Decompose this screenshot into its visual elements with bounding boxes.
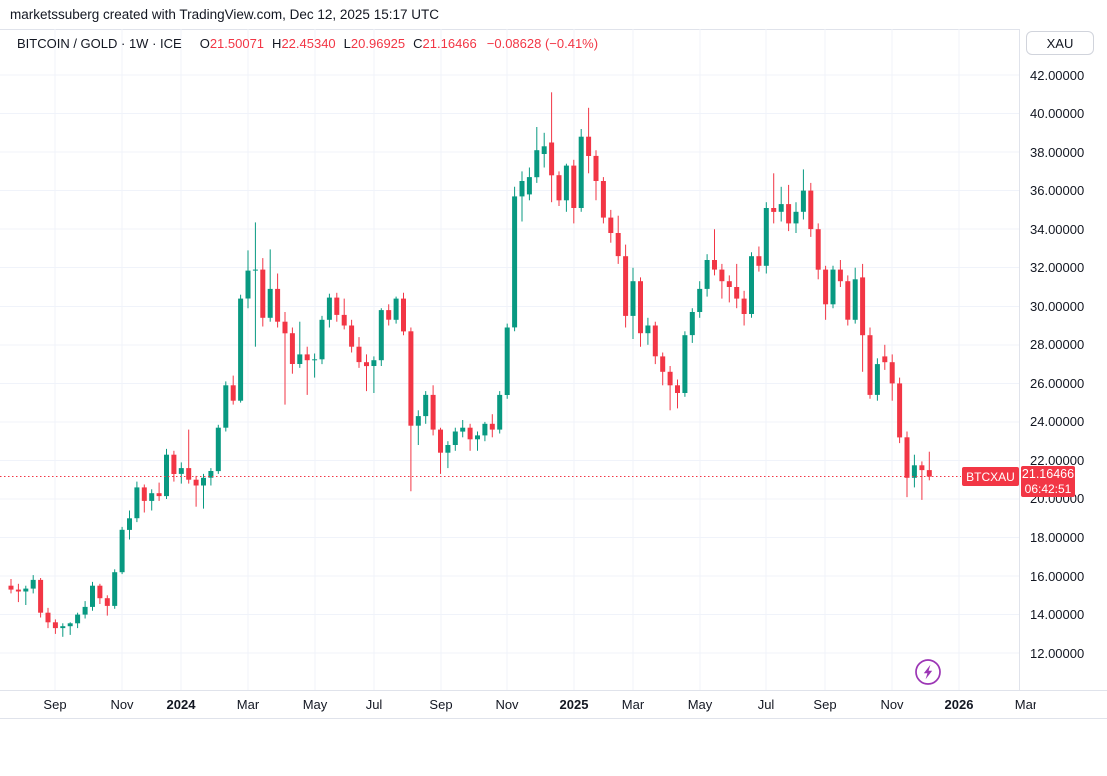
price-axis-label: 26.00000	[1030, 375, 1085, 391]
open-value: 21.50071	[209, 36, 265, 51]
divider	[0, 718, 1107, 719]
divider	[0, 29, 1107, 30]
time-axis-label: Nov	[880, 697, 904, 712]
last-price-value: 21.16466	[1021, 467, 1075, 482]
price-axis-label: 40.00000	[1030, 106, 1085, 122]
time-axis-label: Jul	[757, 697, 775, 712]
price-axis-label: 28.00000	[1030, 337, 1085, 353]
close-value: 21.16466	[422, 36, 477, 51]
footer: TradingView	[0, 719, 1107, 776]
time-axis-label: 2026	[944, 697, 974, 712]
time-axis-label: Nov	[110, 697, 134, 712]
time-axis-label: Sep	[813, 697, 837, 712]
time-axis-label: Mar	[1014, 697, 1036, 712]
divider	[0, 690, 1107, 691]
price-axis-label: 38.00000	[1030, 144, 1085, 160]
price-axis-label: 42.00000	[1030, 67, 1085, 83]
low-label: L	[343, 36, 351, 51]
last-price-symbol-tag: BTCXAU	[962, 467, 1019, 487]
time-axis-label: Mar	[236, 697, 260, 712]
time-axis-label: 2024	[166, 697, 196, 712]
time-axis-label: May	[687, 697, 713, 712]
time-axis-label: Sep	[429, 697, 453, 712]
time-axis[interactable]: Sep Nov 2024 Mar May Jul Sep Nov 2025 Mar May Jul Se…	[0, 691, 1036, 718]
high-value: 22.45340	[281, 36, 336, 51]
price-axis-label: 22.00000	[1030, 452, 1085, 468]
close-label: C	[413, 36, 423, 51]
time-axis-label: 2025	[559, 697, 589, 712]
low-value: 20.96925	[350, 36, 406, 51]
open-label: O	[199, 36, 210, 51]
price-axis-label: 14.00000	[1030, 607, 1085, 623]
symbol-title[interactable]: BITCOIN / GOLD · 1W · ICE	[17, 36, 182, 51]
divider	[1019, 29, 1020, 690]
price-axis-label: 18.00000	[1030, 530, 1085, 546]
price-axis[interactable]: XAU 12.00000 14.00000 16.00000 18.00000 20.0…	[1020, 29, 1107, 690]
price-axis-label: 32.00000	[1030, 260, 1085, 276]
time-axis-label: May	[302, 697, 328, 712]
attribution-text: marketssuberg created with TradingView.c…	[10, 7, 439, 22]
last-price-label: 21.16466 06:42:51	[1021, 466, 1075, 498]
time-axis-label: Nov	[495, 697, 519, 712]
price-axis-label: 30.00000	[1030, 298, 1085, 314]
high-label: H	[272, 36, 282, 51]
price-axis-label: 36.00000	[1030, 183, 1085, 199]
currency-unit-button[interactable]: XAU	[1026, 31, 1094, 55]
candlestick-chart-canvas[interactable]	[0, 29, 1019, 690]
realtime-flash-icon[interactable]	[914, 658, 942, 686]
price-axis-label: 12.00000	[1030, 645, 1085, 661]
price-axis-label: 24.00000	[1030, 414, 1085, 430]
time-axis-label: Sep	[43, 697, 67, 712]
chart-legend: BITCOIN / GOLD · 1W · ICE O21.50071 H22.45…	[17, 36, 598, 51]
time-axis-label: Jul	[365, 697, 383, 712]
change-value: −0.08628 (−0.41%)	[486, 36, 599, 51]
price-axis-label: 34.00000	[1030, 221, 1085, 237]
bar-countdown: 06:42:51	[1024, 482, 1072, 497]
time-axis-label: Mar	[621, 697, 645, 712]
price-axis-label: 16.00000	[1030, 568, 1085, 584]
